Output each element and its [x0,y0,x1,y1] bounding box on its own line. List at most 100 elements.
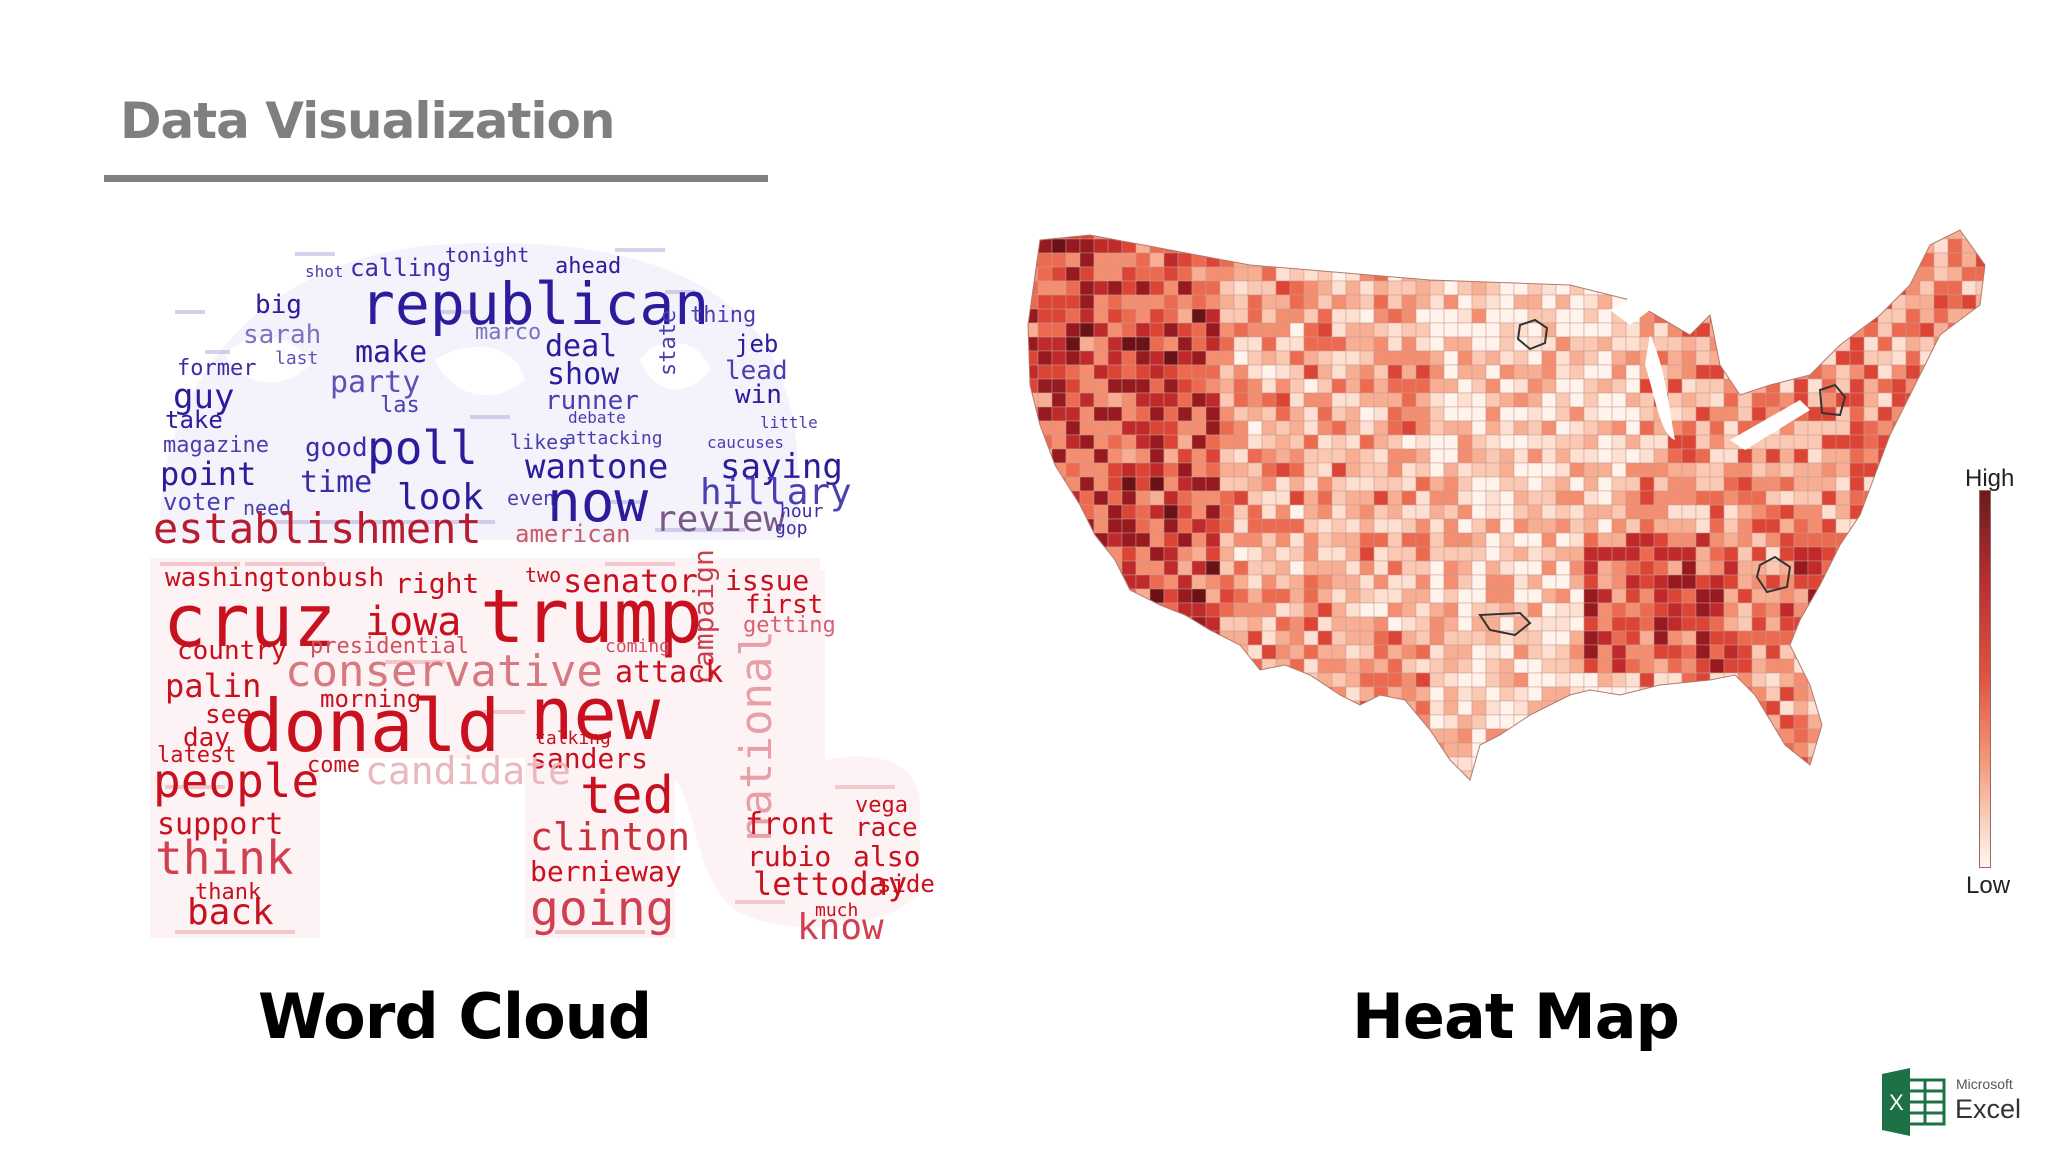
word-cloud-word: know [797,907,884,948]
elephant-silhouette-icon [150,242,920,938]
word-cloud-word: people [153,754,320,808]
word-cloud-word: party [330,365,421,400]
word-cloud-word: sanders [530,742,649,775]
word-cloud-word: former [177,356,257,381]
word-cloud-word: little [760,413,818,432]
word-cloud-word: even [507,486,556,510]
word-cloud-word: coming [605,636,671,657]
word-cloud-word: ted [580,766,674,826]
word-cloud-word: right [395,567,480,600]
word-cloud-word: lettoday [753,865,908,903]
word-cloud-word: look [397,477,484,518]
word-cloud-word: bernieway [530,855,682,888]
word-cloud-word: american [515,520,631,548]
word-cloud-word: hour [780,501,824,522]
word-cloud-word: deal [545,329,618,364]
word-cloud-word: presidential [310,634,469,659]
word-cloud-word: lead [725,356,788,386]
word-cloud-word: good [305,433,368,463]
word-cloud-word: morning [320,685,422,713]
word-cloud-word: attack [615,655,724,690]
word-cloud-word: last [275,348,319,369]
word-cloud-word: poll [367,421,478,475]
word-cloud-word: think [155,831,294,885]
word-cloud-word: much [815,900,859,921]
word-cloud-word: back [187,892,274,933]
word-cloud-word: trump [480,574,703,660]
word-cloud-word: first [745,590,824,620]
word-cloud-word: time [300,465,373,500]
word-cloud-word: now [547,470,649,535]
word-cloud-word: jeb [735,330,779,358]
word-cloud-word: las [380,393,420,418]
word-cloud-word: vega [855,793,908,818]
word-cloud-word: going [530,881,675,937]
word-cloud-word: latest [157,743,237,768]
word-cloud-word: gop [775,518,808,539]
word-cloud-word: marco [475,320,542,345]
word-cloud-word: candidate [365,749,571,793]
word-cloud-word: wantone [525,447,669,487]
heat-map-caption: Heat Map [1352,980,1680,1053]
word-cloud-word: race [855,813,918,843]
word-cloud-word: day [183,723,230,753]
word-cloud-word: make [355,335,428,370]
word-cloud-word: palin [165,667,262,705]
word-cloud-word: side [877,870,935,898]
word-cloud-word: big [255,290,302,320]
word-cloud-word: hillary [700,472,852,513]
word-cloud-word: conservative [285,646,603,697]
excel-logo: X Microsoft Excel [1880,1066,2030,1138]
excel-icon: X [1882,1068,1946,1136]
word-cloud-word: calling [350,254,452,282]
word-cloud-word: runner [545,386,639,416]
word-cloud-word: washingtonbush [165,563,385,593]
word-cloud-word: see [205,700,252,730]
word-cloud-caption: Word Cloud [258,980,652,1053]
word-cloud-word: win [735,380,782,410]
legend-high-label: High [1965,465,2015,492]
color-scale-bar [1979,490,1991,868]
word-cloud-word: state [656,309,681,376]
word-cloud-word: shot [305,262,344,281]
title-underline [104,175,768,182]
word-cloud-word: voter [163,488,236,516]
word-cloud-word: guy [173,377,235,417]
word-cloud-word: republican [360,270,710,338]
word-cloud-word: rubio [747,840,832,873]
word-cloud-word: front [745,807,836,842]
word-cloud-word: review [655,499,786,540]
word-cloud-word: point [160,455,257,493]
word-cloud-word: country [177,636,287,666]
word-cloud-word: debate [568,408,626,427]
microsoft-label: Microsoft [1956,1076,2013,1092]
svg-text:X: X [1889,1090,1904,1115]
excel-label: Excel [1955,1094,2022,1124]
word-cloud-word: come [307,753,360,778]
word-cloud-word: iowa [365,599,462,645]
us-county-map [1027,229,1986,781]
word-cloud-word: magazine [163,433,269,458]
word-cloud-word: two [525,563,562,587]
heat-map [1010,225,2048,885]
word-cloud-word: issue [725,564,810,597]
word-cloud-word: sarah [243,320,322,350]
legend-low-label: Low [1966,872,2011,899]
word-cloud-word: show [547,357,620,392]
word-cloud-word: saying [720,447,843,487]
word-cloud-word: getting [743,613,836,638]
word-cloud-word: attacking [565,428,663,449]
word-cloud-word: thing [690,303,757,328]
word-cloud-word: likes [510,430,571,454]
word-cloud-word: senator [563,562,698,600]
word-cloud-word: caucuses [707,433,785,452]
word-cloud-word: talking [535,728,611,749]
word-cloud-word: clinton [530,815,691,859]
word-cloud-word: need [243,496,292,520]
word-cloud: republican calling tonight ahead shot big sara… [135,240,945,946]
word-cloud-word: cruz [163,579,337,663]
word-cloud-word: thank [195,880,262,905]
word-cloud-word: support [157,807,284,842]
word-cloud-word: establishment [153,504,482,553]
slide-title: Data Visualization [120,92,615,150]
